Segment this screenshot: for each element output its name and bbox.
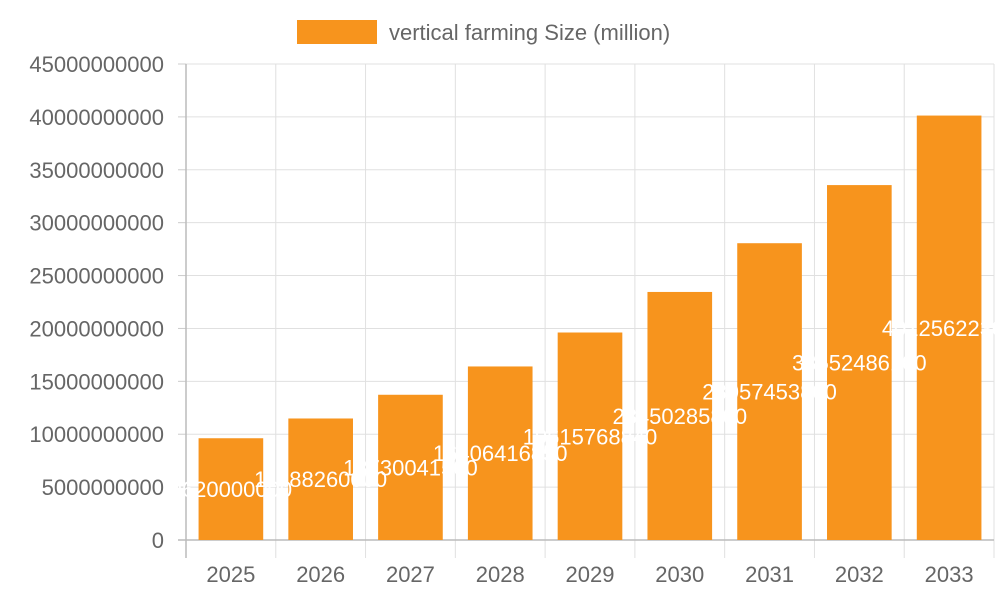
- data-label: 16406416850: [433, 441, 568, 466]
- x-tick-label: 2031: [745, 562, 794, 587]
- data-label: 19615768840: [523, 424, 658, 449]
- bar[interactable]: [737, 243, 802, 541]
- data-label: 23450285800: [612, 404, 747, 429]
- y-tick-label: 25000000000: [29, 264, 164, 289]
- x-tick-labels: 2025 2026 2027 2028 2029 2030 2031 2032 2033: [206, 562, 973, 587]
- x-tick-label: 2033: [925, 562, 974, 587]
- y-tick-label: 40000000000: [29, 105, 164, 130]
- y-tick-labels: 0 5000000000 10000000000 15000000000 2000000…: [29, 52, 164, 553]
- x-tick-label: 2026: [296, 562, 345, 587]
- data-label: 28057453800: [702, 380, 837, 405]
- data-label: 40125622300: [882, 316, 1000, 341]
- y-tick-label: 35000000000: [29, 158, 164, 183]
- data-label: 9620000000: [170, 477, 292, 502]
- bar[interactable]: [916, 115, 982, 540]
- bars: [198, 115, 982, 541]
- bar[interactable]: [288, 418, 353, 540]
- y-tick-label: 10000000000: [29, 422, 164, 447]
- y-tick-label: 5000000000: [42, 475, 164, 500]
- y-tick-label: 15000000000: [29, 369, 164, 394]
- y-tick-label: 0: [152, 528, 164, 553]
- legend-swatch: [297, 20, 377, 44]
- data-label: 13730041500: [343, 455, 478, 480]
- x-tick-label: 2032: [835, 562, 884, 587]
- bar[interactable]: [827, 185, 892, 540]
- x-tick-label: 2027: [386, 562, 435, 587]
- y-tick-label: 45000000000: [29, 52, 164, 77]
- bar[interactable]: [198, 438, 264, 540]
- data-label: 33552486100: [792, 351, 927, 376]
- x-tick-label: 2030: [655, 562, 704, 587]
- y-tick-label: 20000000000: [29, 316, 164, 341]
- x-tick-label: 2029: [566, 562, 615, 587]
- bar[interactable]: [378, 394, 443, 540]
- x-tick-label: 2028: [476, 562, 525, 587]
- data-labels: 9620000000114882600001373004150016406416…: [170, 316, 1000, 502]
- bar[interactable]: [647, 291, 713, 540]
- grid-lines: [186, 63, 995, 558]
- bar[interactable]: [557, 332, 623, 540]
- legend-label: vertical farming Size (million): [389, 20, 670, 45]
- bar[interactable]: [467, 366, 533, 540]
- legend[interactable]: vertical farming Size (million): [297, 20, 670, 45]
- y-tick-label: 30000000000: [29, 211, 164, 236]
- x-tick-label: 2025: [206, 562, 255, 587]
- data-label: 11488260000: [254, 467, 387, 492]
